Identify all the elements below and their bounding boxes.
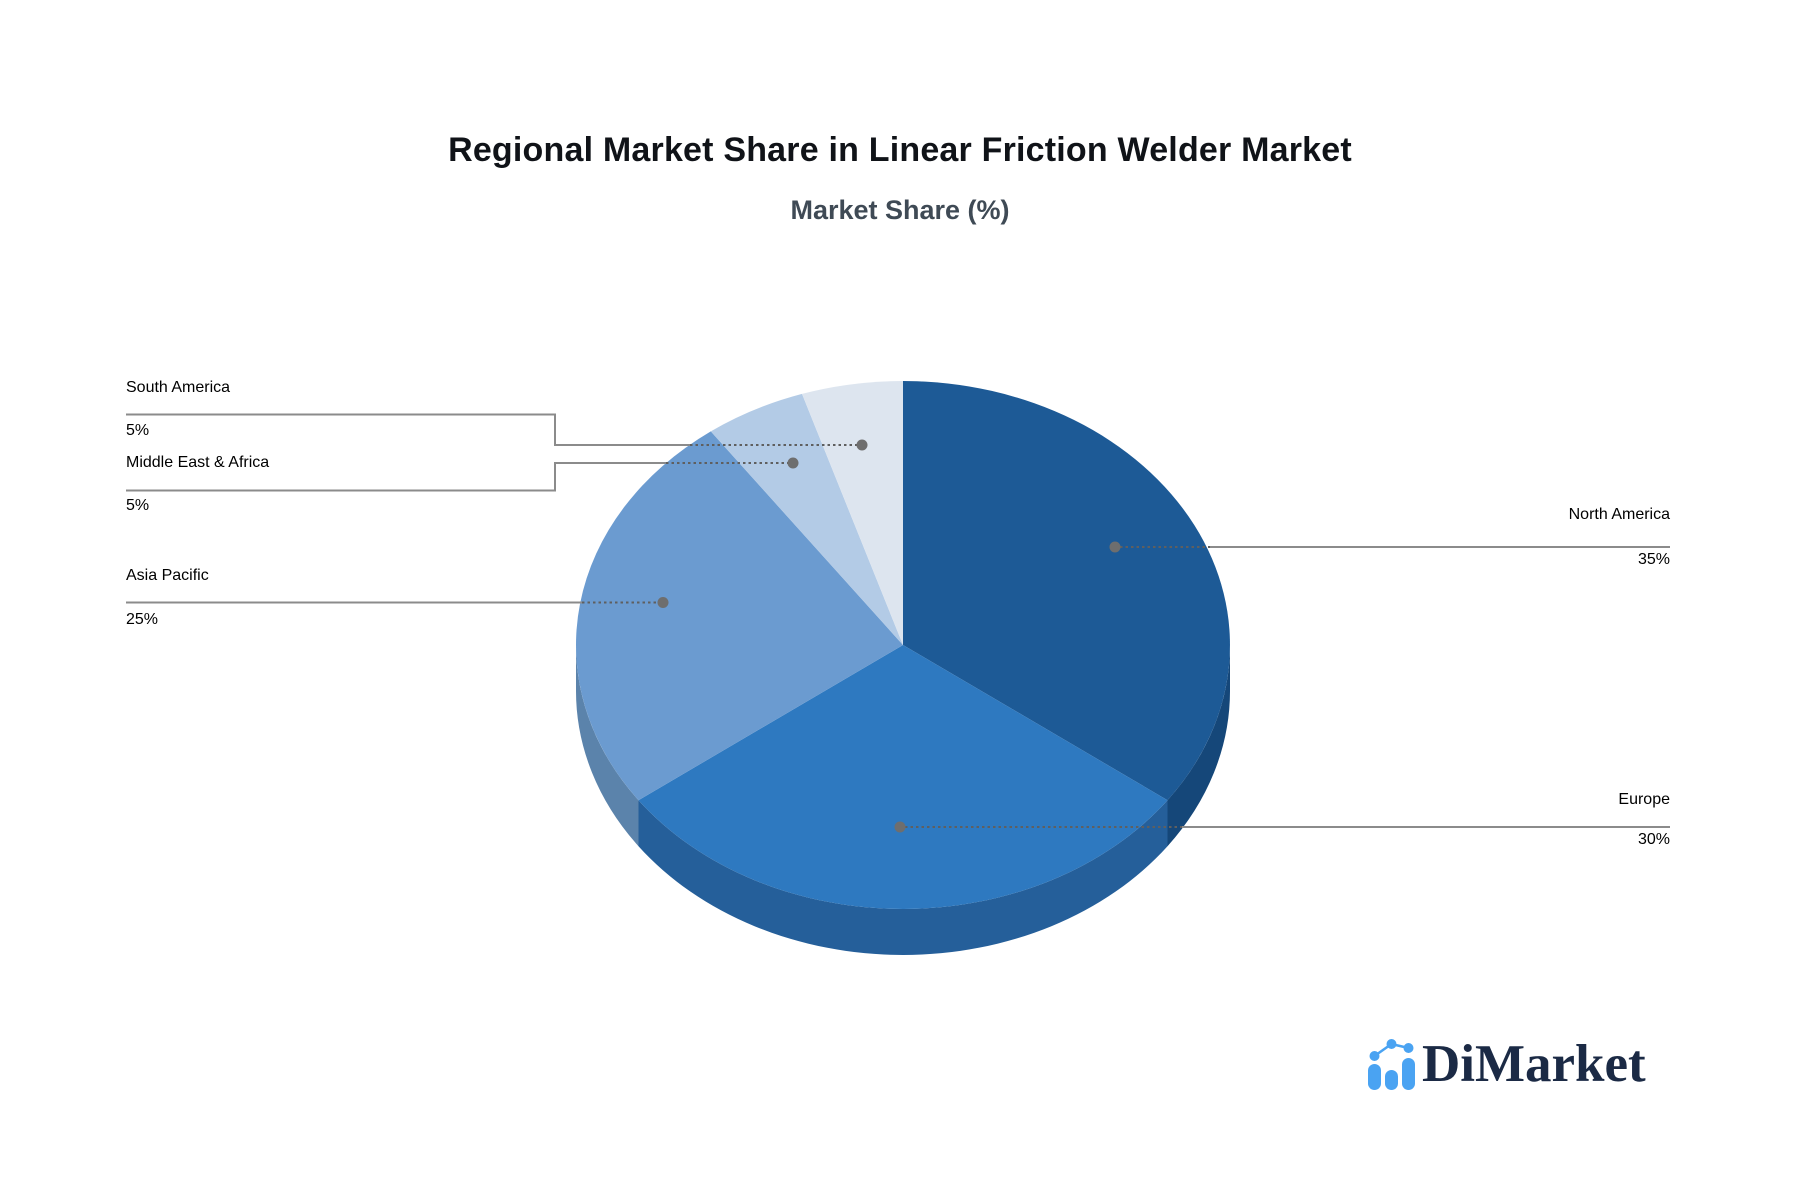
callout-dots bbox=[657, 439, 1121, 833]
pie-slice-asia-pacific[interactable] bbox=[576, 431, 903, 801]
callout-label-middle-east-africa: Middle East & Africa bbox=[126, 454, 270, 471]
callout-dot-north-america bbox=[1109, 541, 1121, 553]
pie-slice-side-asia-pacific bbox=[576, 645, 639, 847]
callout-label-south-america: South America bbox=[126, 379, 231, 396]
pie-slice-side-europe bbox=[638, 800, 1168, 955]
callout-lines-dotted bbox=[582, 444, 1210, 828]
brand-logo-text: DiMarket bbox=[1422, 1035, 1646, 1093]
callout-label-north-america: North America bbox=[1568, 506, 1670, 523]
callout-dot-asia-pacific bbox=[657, 597, 669, 608]
pie-slice-europe[interactable] bbox=[638, 645, 1168, 909]
callout-line-south-america bbox=[126, 413, 690, 446]
callout-value-europe: 30% bbox=[1637, 831, 1670, 848]
brand-logo: DiMarket bbox=[1360, 1036, 1646, 1106]
callout-value-middle-east-africa: 5% bbox=[126, 497, 150, 514]
pie-slice-north-america[interactable] bbox=[903, 381, 1230, 801]
callout-dot-middle-east-africa bbox=[787, 457, 799, 469]
callout-label-europe: Europe bbox=[1618, 791, 1670, 808]
callout-lines bbox=[126, 413, 1670, 828]
pie-slice-side-north-america bbox=[1167, 645, 1230, 847]
callout-value-south-america: 5% bbox=[126, 422, 150, 439]
pie-slice-middle-east-africa[interactable] bbox=[710, 393, 903, 645]
callout-line-middle-east-africa bbox=[126, 462, 666, 492]
callout-label-asia-pacific: Asia Pacific bbox=[126, 567, 209, 584]
callout-dot-europe bbox=[894, 821, 906, 833]
bar-line-chart-icon bbox=[1368, 1039, 1415, 1090]
callout-value-asia-pacific: 25% bbox=[126, 611, 159, 628]
chart-title: Regional Market Share in Linear Friction… bbox=[448, 131, 1352, 169]
pie-slice-south-america[interactable] bbox=[802, 381, 903, 645]
chart-subtitle: Market Share (%) bbox=[790, 195, 1010, 225]
callout-value-north-america: 35% bbox=[1637, 551, 1670, 568]
callout-dot-south-america bbox=[856, 439, 868, 451]
